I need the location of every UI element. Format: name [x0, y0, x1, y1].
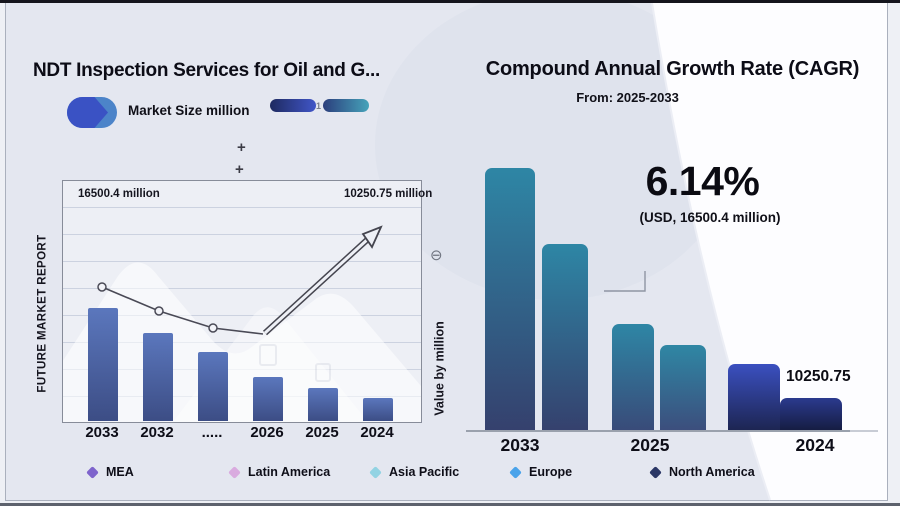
cagr-basis-note: (USD, 16500.4 million)	[639, 210, 781, 225]
left-x-axis-tick-label: 2024	[360, 424, 394, 441]
cagr-chart-bar	[542, 244, 588, 432]
legend-item-latin-america: Latin America	[228, 465, 331, 479]
left-chart-bar	[143, 333, 173, 421]
bottom-border-strip	[0, 503, 900, 506]
legend-item-europe: Europe	[509, 465, 573, 479]
left-plot-area	[62, 180, 422, 423]
right-x-axis-tick-label: 2024	[795, 435, 835, 455]
right-bar-value-label: 10250.75	[786, 368, 851, 385]
right-x-axis-line-extension	[850, 430, 878, 432]
watermark-icon	[315, 363, 331, 382]
trend-line-and-arrow	[97, 225, 383, 336]
cagr-chart-bar	[728, 364, 780, 432]
market-size-legend-label: Market Size million	[128, 103, 250, 118]
left-x-axis-tick-label: 2032	[140, 424, 174, 441]
left-endpoint-value: 16500.4 million	[78, 188, 160, 200]
series-toggle-pill-teal[interactable]	[323, 99, 369, 112]
cagr-chart-bar	[660, 345, 706, 432]
top-border-strip	[0, 0, 900, 3]
legend-label: Asia Pacific	[389, 465, 460, 479]
watermark-icon	[259, 344, 277, 366]
legend-diamond-icon	[228, 465, 241, 479]
legend-diamond-icon	[369, 465, 382, 479]
right-x-axis-line	[466, 430, 850, 432]
legend-label: MEA	[106, 465, 134, 479]
legend-item-mea: MEA	[86, 465, 134, 479]
legend-label: Latin America	[248, 465, 331, 479]
value-axis-label: Value by million	[432, 321, 447, 416]
series-toggle-pill-blue[interactable]	[270, 99, 316, 112]
left-x-axis-labels: 2033 2032..... 2026 2025 2024	[62, 424, 420, 442]
left-x-axis-tick-label: 2026	[250, 424, 284, 441]
left-chart-bar	[198, 352, 228, 421]
cagr-chart-bar	[780, 398, 842, 432]
legend-diamond-icon	[509, 465, 522, 479]
pill-separator: 1	[316, 101, 322, 111]
left-chart-bar	[363, 398, 393, 421]
cagr-value: 6.14%	[645, 158, 760, 204]
legend-item-north-america: North America	[649, 465, 755, 479]
cagr-chart-bar	[485, 168, 535, 432]
left-chart-title: NDT Inspection Services for Oil and G...	[33, 60, 380, 81]
left-chart-bar	[253, 377, 283, 421]
cagr-title: Compound Annual Growth Rate (CAGR)	[485, 58, 860, 80]
left-x-axis-tick-label: 2025	[305, 424, 339, 441]
right-x-axis-tick-label: 2033	[500, 435, 540, 455]
cagr-subtitle: From: 2025-2033	[576, 90, 679, 105]
cagr-chart-bar	[612, 324, 654, 432]
left-y-axis-label: FUTURE MARKET REPORT	[36, 234, 49, 393]
legend-diamond-icon	[86, 465, 99, 479]
left-x-axis-tick-label: .....	[201, 424, 223, 441]
legend-item-asia-pacific: Asia Pacific	[369, 465, 460, 479]
legend-diamond-icon	[649, 465, 662, 479]
zoom-in-icon-2[interactable]: +	[235, 161, 244, 178]
market-size-legend-icon	[67, 97, 117, 128]
left-chart-bar	[88, 308, 118, 421]
left-chart-bar	[308, 388, 338, 421]
zoom-out-icon[interactable]: ⊖	[430, 247, 443, 264]
legend-label: Europe	[529, 465, 573, 479]
right-x-axis-tick-label: 2025	[630, 435, 670, 455]
left-x-axis-tick-label: 2033	[85, 424, 119, 441]
zoom-in-icon[interactable]: +	[237, 139, 246, 156]
legend-label: North America	[669, 465, 755, 479]
right-endpoint-value: 10250.75 million	[344, 188, 433, 200]
